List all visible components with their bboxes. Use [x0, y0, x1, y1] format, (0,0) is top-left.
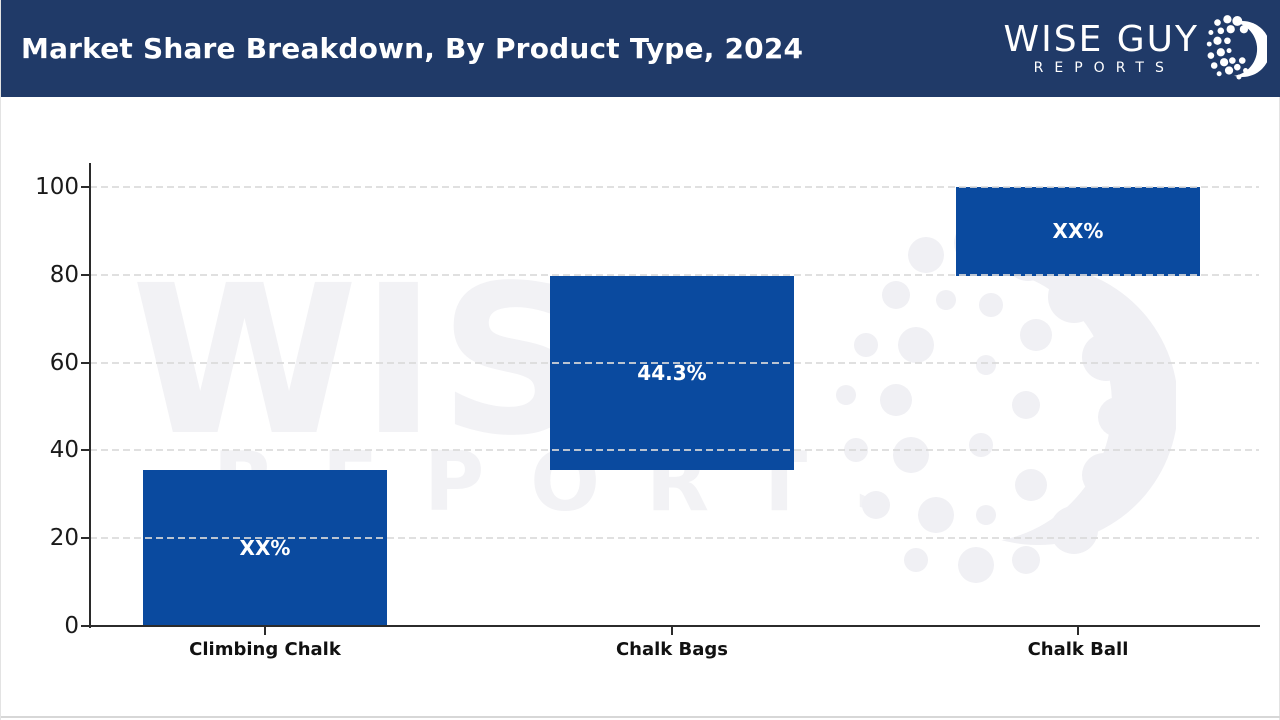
bar-value-label-chalk-bags: 44.3%: [637, 360, 707, 385]
y-tick-label-100: 100: [35, 174, 79, 200]
footer-divider: [1, 716, 1280, 718]
logo-subtext: REPORTS: [1033, 59, 1175, 76]
bar-value-label-climbing-chalk: XX%: [239, 536, 291, 561]
x-category-label-chalk-ball: Chalk Ball: [1027, 639, 1129, 660]
bar-value-label-chalk-ball: XX%: [1052, 219, 1104, 244]
x-category-label-chalk-bags: Chalk Bags: [615, 639, 729, 660]
gridline-20: [90, 537, 1259, 540]
y-tick-mark-20: [81, 537, 90, 540]
x-category-label-climbing-chalk: Climbing Chalk: [189, 639, 341, 660]
bar-chalk-ball: [956, 187, 1200, 276]
watermark-head-icon: [836, 221, 1176, 583]
bar-chalk-bags: [550, 275, 794, 471]
y-tick-mark-80: [81, 273, 90, 276]
gridline-60: [90, 361, 1259, 364]
y-tick-label-0: 0: [64, 613, 79, 639]
y-tick-label-80: 80: [49, 261, 79, 288]
x-tick-mark-chalk-ball: [1077, 626, 1079, 635]
x-tick-mark-chalk-bags: [671, 626, 673, 635]
y-tick-mark-40: [81, 449, 90, 452]
wise-guy-reports-logo: WISE GUY REPORTS: [1004, 10, 1267, 88]
logo-wordmark: WISE GUY: [1003, 19, 1199, 61]
y-tick-mark-100: [81, 186, 90, 188]
y-tick-label-60: 60: [49, 349, 79, 376]
logo-wordmark-group: WISE GUY REPORTS: [1004, 21, 1200, 76]
x-axis-line: [89, 625, 1260, 627]
y-tick-mark-60: [81, 361, 90, 364]
header-bar: Market Share Breakdown, By Product Type,…: [1, 0, 1280, 97]
y-tick-label-20: 20: [49, 525, 79, 552]
gridline-100: [90, 186, 1259, 188]
y-tick-label-40: 40: [49, 437, 79, 464]
logo-head-icon: [1202, 14, 1267, 80]
bar-climbing-chalk: [143, 470, 387, 626]
chart-title: Market Share Breakdown, By Product Type,…: [21, 32, 804, 65]
x-tick-mark-climbing-chalk: [264, 626, 266, 635]
gridline-80: [90, 273, 1259, 276]
y-axis-line: [89, 163, 91, 628]
y-tick-mark-0: [81, 625, 90, 627]
gridline-40: [90, 449, 1259, 452]
